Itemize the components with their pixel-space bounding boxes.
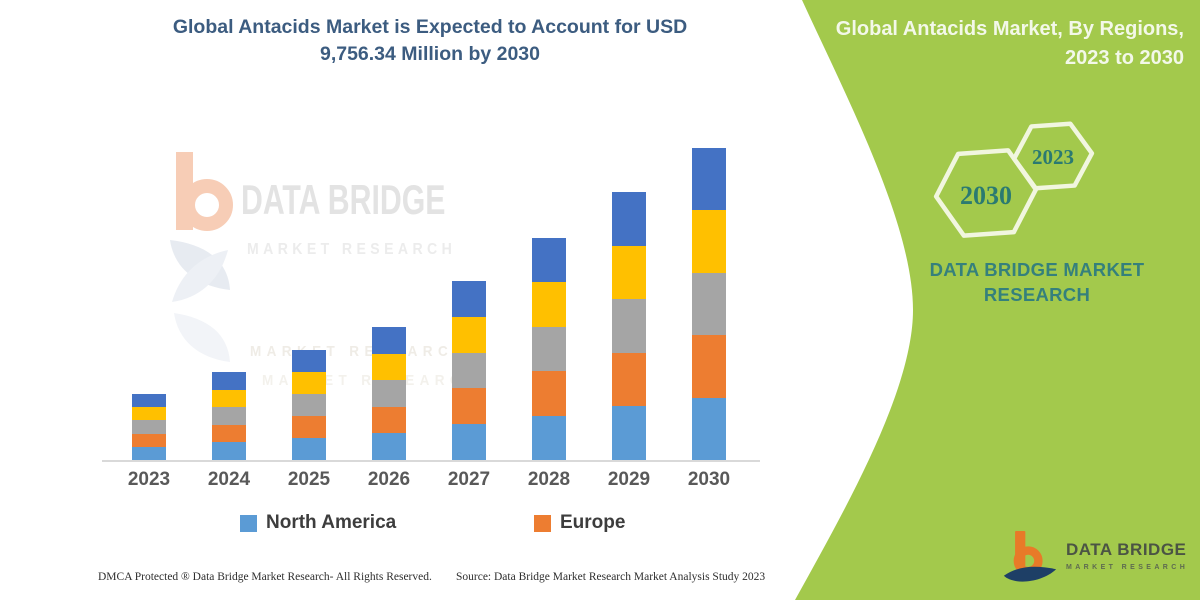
hexagon-year-2030: 2030 <box>960 181 1012 210</box>
bar-segment-2028 <box>532 371 566 416</box>
logo-name-text: DATA BRIDGE <box>1066 540 1187 559</box>
bar-2024 <box>212 372 246 460</box>
bar-2025 <box>292 350 326 460</box>
legend-item-north-america: North America <box>240 512 396 534</box>
panel-title-line2: 2023 to 2030 <box>1065 47 1184 69</box>
bar-segment-2023 <box>132 420 166 434</box>
bar-segment-2026 <box>372 406 406 434</box>
bar-segment-2025 <box>292 438 326 460</box>
bar-chart: 2023 2024 2025 2026 2027 2028 2029 2030 <box>100 140 770 510</box>
x-axis-label-2028: 2028 <box>527 469 571 490</box>
hexagon-year-2023: 2023 <box>1032 145 1074 169</box>
bar-segment-2024 <box>212 372 246 390</box>
panel-title-line1: Global Antacids Market, By Regions, <box>835 18 1184 40</box>
bar-segment-2029 <box>612 299 646 353</box>
bar-segment-2029 <box>612 192 646 246</box>
green-panel-path <box>795 0 1200 600</box>
x-axis-label-2029: 2029 <box>607 469 651 490</box>
bar-segment-2030 <box>692 397 726 460</box>
source-note: Source: Data Bridge Market Research Mark… <box>456 571 766 583</box>
bar-2027 <box>452 281 486 460</box>
bar-2029 <box>612 192 646 460</box>
bar-segment-2030 <box>692 272 726 336</box>
x-axis-label-2023: 2023 <box>127 469 171 490</box>
legend-label-north-america: North America <box>266 512 397 533</box>
bar-segment-2025 <box>292 416 326 438</box>
hexagon-2030-outline <box>933 148 1039 238</box>
logo-texts: DATA BRIDGE MARKET RESEARCH <box>1066 540 1188 571</box>
bar-segment-2030 <box>692 335 726 398</box>
bar-segment-2028 <box>532 238 566 283</box>
bar-segment-2023 <box>132 446 166 460</box>
bar-segment-2029 <box>612 406 646 460</box>
data-bridge-logo: DATA BRIDGE MARKET RESEARCH <box>1002 528 1198 594</box>
bar-segment-2023 <box>132 407 166 421</box>
bar-segment-2027 <box>452 316 486 353</box>
bar-segment-2026 <box>372 433 406 460</box>
dmca-notice: DMCA Protected ® Data Bridge Market Rese… <box>98 571 432 583</box>
panel-title: Global Antacids Market, By Regions, 2023… <box>764 15 1184 73</box>
bar-segment-2025 <box>292 350 326 372</box>
x-axis-label-2024: 2024 <box>207 469 251 490</box>
hexagons-graphic <box>933 121 1095 238</box>
bar-segment-2027 <box>452 388 486 425</box>
bar-2030 <box>692 148 726 460</box>
bar-segment-2024 <box>212 407 246 425</box>
bar-segment-2026 <box>372 327 406 354</box>
bar-segment-2024 <box>212 442 246 460</box>
bar-segment-2026 <box>372 353 406 381</box>
bar-segment-2028 <box>532 326 566 372</box>
bar-segment-2023 <box>132 433 166 447</box>
bar-segment-2025 <box>292 394 326 416</box>
bar-segment-2027 <box>452 281 486 317</box>
bar-segment-2030 <box>692 148 726 211</box>
bar-segment-2026 <box>372 380 406 407</box>
bar-segment-2028 <box>532 282 566 327</box>
bar-segment-2028 <box>532 415 566 460</box>
bar-segment-2024 <box>212 389 246 408</box>
bar-segment-2027 <box>452 424 486 460</box>
bar-segment-2030 <box>692 210 726 273</box>
bar-segment-2029 <box>612 245 646 300</box>
legend-label-europe: Europe <box>560 512 626 533</box>
x-axis-label-2030: 2030 <box>687 469 731 490</box>
logo-sub-text: MARKET RESEARCH <box>1066 564 1189 571</box>
x-axis-line <box>102 460 760 462</box>
bars-area: 2023 2024 2025 2026 2027 2028 2029 2030 <box>100 140 770 510</box>
legend-swatch-0 <box>240 514 257 532</box>
data-bridge-logo-icon <box>1003 531 1057 582</box>
chart-title-line1: Global Antacids Market is Expected to Ac… <box>172 16 688 38</box>
chart-title-line2: 9,756.34 Million by 2030 <box>319 43 541 65</box>
legend-item-europe: Europe <box>534 512 625 534</box>
x-axis-label-2025: 2025 <box>287 469 331 490</box>
chart-legend: North America Europe <box>100 512 770 540</box>
chart-title: Global Antacids Market is Expected to Ac… <box>120 14 740 68</box>
hexagon-2023-outline <box>1011 121 1095 191</box>
x-axis-label-2026: 2026 <box>367 469 411 490</box>
x-axis-label-2027: 2027 <box>447 469 491 490</box>
bar-segment-2024 <box>212 424 246 443</box>
bar-2026 <box>372 327 406 460</box>
panel-brand-text: DATA BRIDGE MARKET RESEARCH <box>929 259 1145 305</box>
bar-segment-2025 <box>292 372 326 394</box>
bar-2023 <box>132 394 166 460</box>
bar-2028 <box>532 238 566 460</box>
bar-segment-2029 <box>612 352 646 407</box>
bar-segment-2027 <box>452 352 486 389</box>
legend-swatch-1 <box>534 514 551 532</box>
bar-segment-2023 <box>132 394 166 408</box>
